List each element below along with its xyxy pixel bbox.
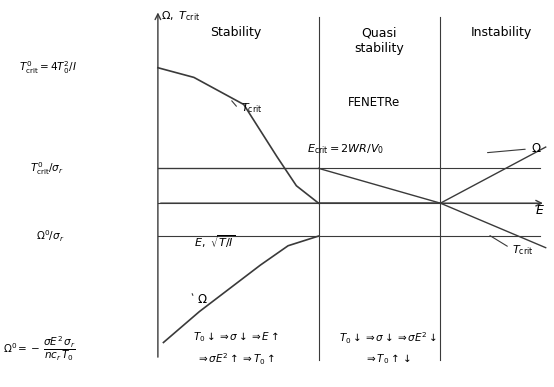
Text: $T^0_{\rm crit} = 4T^2_0/I$: $T^0_{\rm crit} = 4T^2_0/I$	[19, 59, 78, 76]
Text: $T_{\rm crit}$: $T_{\rm crit}$	[241, 101, 263, 115]
Text: $T_0{\downarrow} \Rightarrow \sigma{\downarrow} \Rightarrow E{\uparrow}$
$\Right: $T_0{\downarrow} \Rightarrow \sigma{\dow…	[192, 330, 279, 366]
Text: $\Omega^0/\sigma_r$: $\Omega^0/\sigma_r$	[36, 228, 64, 244]
Text: Quasi
stability: Quasi stability	[355, 27, 404, 55]
Text: $\Omega$: $\Omega$	[531, 142, 541, 156]
Text: Stability: Stability	[210, 26, 261, 39]
Text: $E,\ \sqrt{T/I}$: $E,\ \sqrt{T/I}$	[194, 233, 235, 250]
Text: $\it{E}$: $\it{E}$	[535, 204, 545, 217]
Text: Instability: Instability	[471, 26, 532, 39]
Text: $T^0_{\rm crit}/\sigma_r$: $T^0_{\rm crit}/\sigma_r$	[30, 160, 64, 177]
Text: $T_0{\downarrow} \Rightarrow \sigma{\downarrow} \Rightarrow \sigma E^2{\downarro: $T_0{\downarrow} \Rightarrow \sigma{\dow…	[338, 330, 437, 366]
Text: $\Omega$: $\Omega$	[197, 293, 207, 307]
Text: $\Omega,\ T_{\rm crit}$: $\Omega,\ T_{\rm crit}$	[161, 10, 200, 24]
Text: FENETRe: FENETRe	[348, 96, 400, 109]
Text: $\Omega^0 = -\,\dfrac{\sigma E^2\,\sigma_r}{n c_r\,T_0}$: $\Omega^0 = -\,\dfrac{\sigma E^2\,\sigma…	[3, 334, 75, 363]
Text: $T_{\rm crit}$: $T_{\rm crit}$	[512, 243, 534, 257]
Text: $E_{\rm crit} = 2WR/V_0$: $E_{\rm crit} = 2WR/V_0$	[307, 142, 384, 156]
